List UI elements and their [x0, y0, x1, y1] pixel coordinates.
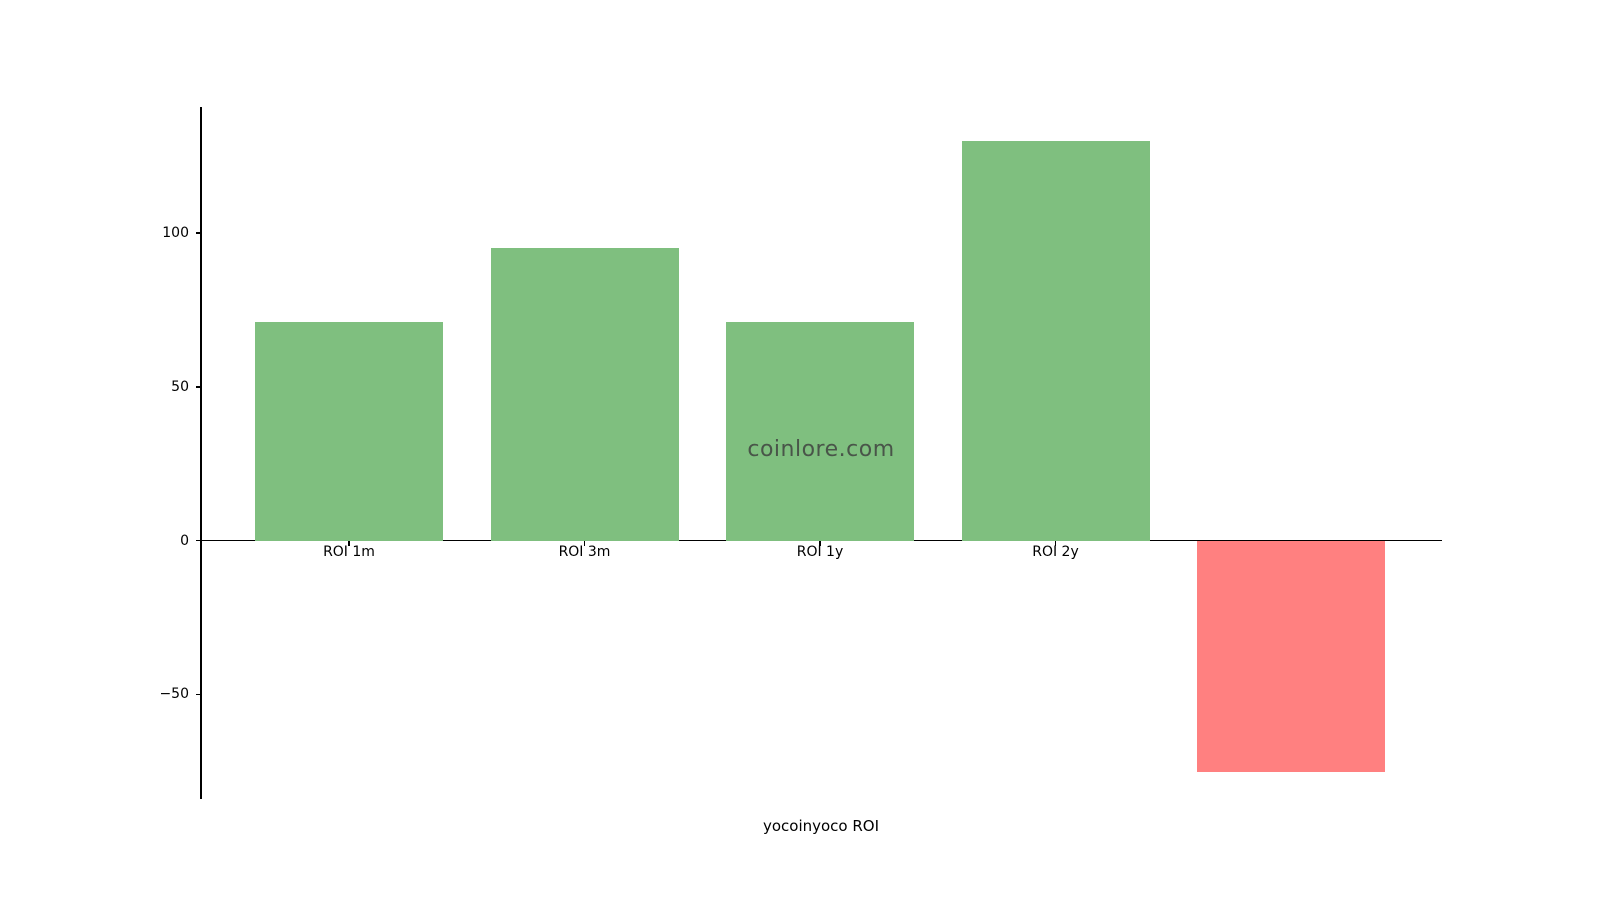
x-tick-label-roi-3m: ROI 3m — [558, 543, 611, 560]
x-tick-mark-roi-1m — [348, 541, 350, 546]
x-tick-mark-roi-1y — [819, 541, 821, 546]
y-tick-label-50: 50 — [171, 378, 189, 395]
y-tick-mark--50 — [196, 693, 200, 696]
y-tick-mark-50 — [196, 386, 200, 388]
x-axis-label: yocoinyoco ROI — [762, 817, 880, 835]
bar-roi-1m — [255, 322, 443, 541]
y-tick-label--50: −50 — [159, 686, 189, 703]
bar-roi-2y — [961, 140, 1150, 541]
bar-roi-3m — [490, 248, 679, 541]
y-axis-spine — [200, 107, 202, 799]
x-axis-zero-line — [200, 539, 1442, 542]
x-tick-label-roi-1y: ROI 1y — [796, 543, 844, 560]
x-tick-mark-roi-2y — [1054, 541, 1057, 546]
x-tick-label-roi-1m: ROI 1m — [323, 543, 375, 560]
y-tick-mark-0 — [196, 540, 200, 542]
bar-column-5 — [1197, 541, 1385, 773]
watermark-text: coinlore.com — [747, 437, 895, 462]
y-tick-label-100: 100 — [162, 225, 189, 242]
bar-roi-1y — [726, 322, 914, 541]
x-tick-label-roi-2y: ROI 2y — [1032, 543, 1079, 560]
y-tick-mark-100 — [196, 232, 200, 234]
y-tick-label-0: 0 — [180, 532, 189, 549]
x-tick-mark-roi-3m — [583, 541, 586, 546]
